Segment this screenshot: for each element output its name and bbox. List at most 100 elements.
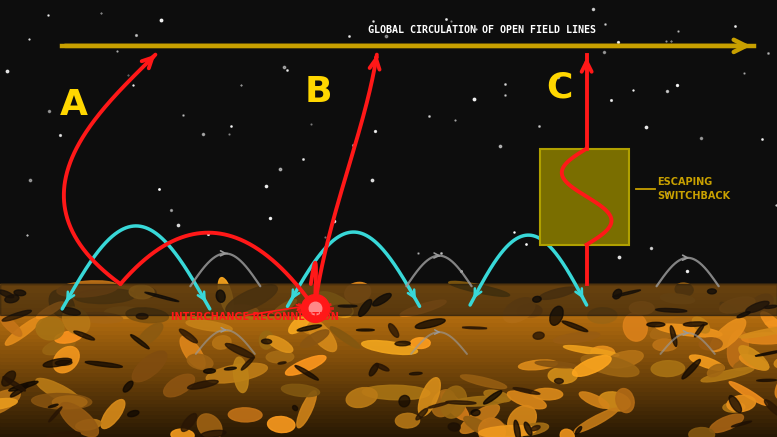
Ellipse shape: [281, 384, 319, 397]
Ellipse shape: [486, 419, 526, 437]
Ellipse shape: [740, 326, 777, 338]
Text: B: B: [305, 75, 333, 109]
Bar: [0, 361, 777, 364]
Text: C: C: [546, 70, 573, 104]
Ellipse shape: [267, 351, 294, 363]
Ellipse shape: [134, 287, 156, 298]
Ellipse shape: [675, 283, 693, 296]
Bar: [0, 299, 777, 303]
Ellipse shape: [181, 413, 197, 431]
Ellipse shape: [606, 350, 643, 368]
Ellipse shape: [573, 356, 611, 376]
Ellipse shape: [306, 318, 336, 351]
Bar: [0, 426, 777, 429]
Ellipse shape: [10, 385, 28, 397]
Text: GLOBAL CIRCULATION OF OPEN FIELD LINES: GLOBAL CIRCULATION OF OPEN FIELD LINES: [368, 25, 596, 35]
Ellipse shape: [2, 371, 16, 386]
Ellipse shape: [555, 378, 563, 384]
Text: A: A: [60, 88, 88, 122]
Text: ESCAPING
SWITCHBACK: ESCAPING SWITCHBACK: [657, 177, 730, 201]
Ellipse shape: [646, 323, 665, 327]
Ellipse shape: [74, 331, 95, 340]
Ellipse shape: [531, 426, 540, 431]
Ellipse shape: [428, 402, 448, 408]
Ellipse shape: [0, 389, 20, 417]
Ellipse shape: [441, 386, 466, 418]
Ellipse shape: [710, 319, 746, 351]
Ellipse shape: [746, 301, 769, 313]
Ellipse shape: [376, 364, 389, 371]
Bar: [0, 295, 777, 299]
Ellipse shape: [516, 423, 549, 435]
Bar: [0, 372, 777, 376]
Ellipse shape: [507, 391, 546, 409]
Ellipse shape: [206, 363, 267, 383]
Ellipse shape: [226, 285, 277, 313]
Ellipse shape: [576, 427, 582, 434]
Ellipse shape: [285, 356, 326, 375]
Ellipse shape: [228, 408, 262, 422]
Ellipse shape: [720, 302, 744, 319]
Ellipse shape: [535, 361, 577, 368]
Bar: [0, 349, 777, 353]
Text: INTERCHANGE RECONNECTION: INTERCHANGE RECONNECTION: [171, 312, 339, 322]
Ellipse shape: [132, 351, 167, 382]
Ellipse shape: [187, 380, 218, 389]
Ellipse shape: [373, 293, 391, 306]
Ellipse shape: [298, 319, 315, 334]
Ellipse shape: [297, 391, 316, 428]
Ellipse shape: [471, 409, 480, 416]
Ellipse shape: [369, 364, 378, 376]
Ellipse shape: [616, 388, 634, 413]
Ellipse shape: [656, 324, 722, 337]
Ellipse shape: [164, 374, 194, 397]
Ellipse shape: [671, 326, 677, 347]
Ellipse shape: [43, 339, 75, 355]
Ellipse shape: [524, 422, 532, 435]
Ellipse shape: [400, 300, 446, 316]
Ellipse shape: [737, 312, 750, 318]
Ellipse shape: [729, 382, 768, 406]
Ellipse shape: [274, 299, 297, 314]
Ellipse shape: [747, 294, 773, 317]
Ellipse shape: [301, 330, 329, 347]
Ellipse shape: [656, 309, 687, 312]
Ellipse shape: [581, 355, 639, 377]
Ellipse shape: [629, 302, 654, 315]
Ellipse shape: [49, 407, 62, 422]
Ellipse shape: [720, 297, 755, 313]
Ellipse shape: [483, 391, 502, 404]
Ellipse shape: [388, 324, 399, 337]
Ellipse shape: [613, 290, 640, 297]
Ellipse shape: [358, 299, 371, 316]
Ellipse shape: [230, 305, 258, 316]
Ellipse shape: [104, 307, 141, 319]
Ellipse shape: [441, 392, 469, 420]
Bar: [0, 337, 777, 341]
Ellipse shape: [5, 316, 42, 345]
Ellipse shape: [138, 323, 162, 346]
Ellipse shape: [338, 305, 357, 307]
Ellipse shape: [145, 292, 179, 302]
Bar: [0, 384, 777, 387]
Bar: [0, 387, 777, 391]
Ellipse shape: [740, 355, 768, 370]
Ellipse shape: [295, 365, 319, 380]
Ellipse shape: [262, 339, 272, 344]
Bar: [0, 429, 777, 433]
Bar: [0, 288, 777, 292]
Bar: [0, 353, 777, 357]
Ellipse shape: [418, 378, 441, 416]
Ellipse shape: [755, 350, 777, 356]
Ellipse shape: [452, 396, 507, 406]
Ellipse shape: [57, 281, 118, 297]
Ellipse shape: [518, 360, 557, 370]
FancyBboxPatch shape: [540, 149, 629, 245]
Ellipse shape: [260, 331, 274, 349]
Bar: [0, 284, 777, 288]
Ellipse shape: [55, 360, 72, 365]
Ellipse shape: [127, 410, 139, 416]
Ellipse shape: [329, 305, 352, 316]
Ellipse shape: [78, 312, 123, 323]
Bar: [0, 402, 777, 406]
